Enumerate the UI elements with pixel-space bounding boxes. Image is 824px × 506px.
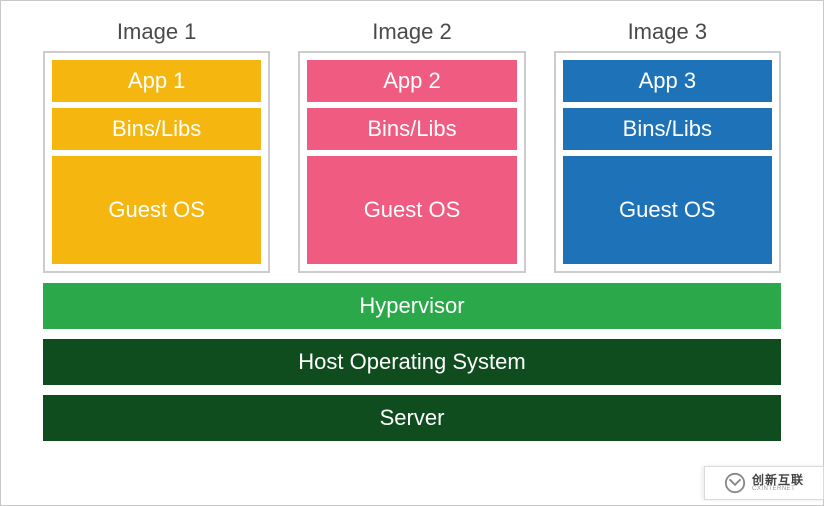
image-column-1: Image 1 App 1 Bins/Libs Guest OS bbox=[43, 19, 270, 273]
image-box: App 3 Bins/Libs Guest OS bbox=[554, 51, 781, 273]
guest-os-cell: Guest OS bbox=[51, 155, 262, 265]
bins-cell: Bins/Libs bbox=[562, 107, 773, 151]
images-row: Image 1 App 1 Bins/Libs Guest OS Image 2… bbox=[43, 19, 781, 273]
watermark-badge: 创新互联 CXINTERNET bbox=[704, 466, 824, 500]
image-box: App 1 Bins/Libs Guest OS bbox=[43, 51, 270, 273]
bins-cell: Bins/Libs bbox=[51, 107, 262, 151]
watermark-sub: CXINTERNET bbox=[752, 486, 804, 492]
watermark-main: 创新互联 bbox=[752, 474, 804, 486]
host-os-layer: Host Operating System bbox=[43, 339, 781, 385]
hypervisor-layer: Hypervisor bbox=[43, 283, 781, 329]
app-cell: App 3 bbox=[562, 59, 773, 103]
image-title: Image 2 bbox=[372, 19, 452, 45]
watermark-text: 创新互联 CXINTERNET bbox=[752, 474, 804, 492]
image-title: Image 3 bbox=[628, 19, 708, 45]
guest-os-cell: Guest OS bbox=[306, 155, 517, 265]
app-cell: App 1 bbox=[51, 59, 262, 103]
image-box: App 2 Bins/Libs Guest OS bbox=[298, 51, 525, 273]
app-cell: App 2 bbox=[306, 59, 517, 103]
guest-os-cell: Guest OS bbox=[562, 155, 773, 265]
bins-cell: Bins/Libs bbox=[306, 107, 517, 151]
image-title: Image 1 bbox=[117, 19, 197, 45]
diagram-canvas: Image 1 App 1 Bins/Libs Guest OS Image 2… bbox=[0, 0, 824, 506]
image-column-2: Image 2 App 2 Bins/Libs Guest OS bbox=[298, 19, 525, 273]
server-layer: Server bbox=[43, 395, 781, 441]
image-column-3: Image 3 App 3 Bins/Libs Guest OS bbox=[554, 19, 781, 273]
watermark-logo-icon bbox=[724, 472, 746, 494]
